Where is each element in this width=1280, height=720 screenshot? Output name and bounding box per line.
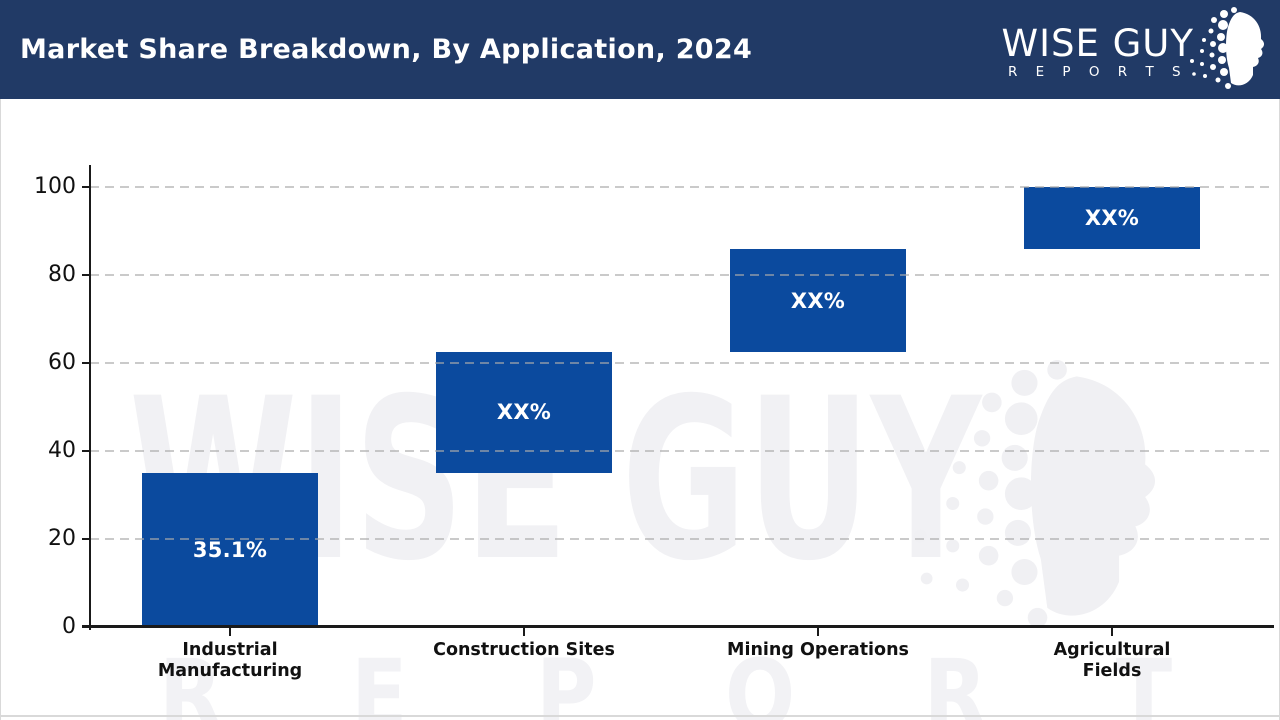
bar-value-label: 35.1% xyxy=(192,537,268,562)
x-category-label-line: Construction Sites xyxy=(433,640,615,660)
x-axis-line xyxy=(82,625,1274,628)
y-tick-label: 60 xyxy=(48,350,76,375)
page-title: Market Share Breakdown, By Application, … xyxy=(20,34,753,65)
watermark-head-icon xyxy=(913,360,1156,628)
logo-subtitle: R E P O R T S xyxy=(1007,63,1188,80)
y-tick-label: 80 xyxy=(48,262,76,287)
gridline-100 xyxy=(90,186,1272,188)
y-tick-label: 20 xyxy=(48,526,76,551)
header: Market Share Breakdown, By Application, … xyxy=(0,0,1280,99)
gridline-20 xyxy=(90,538,1272,540)
y-tick-label: 40 xyxy=(48,438,76,463)
bar-value-label: XX% xyxy=(1084,206,1140,231)
bar-mining-operations: XX% xyxy=(730,249,906,352)
watermark-subtitle: R E P O R T S xyxy=(159,639,1280,720)
x-tick xyxy=(229,628,231,636)
gridline-60 xyxy=(90,362,1272,364)
y-axis-line xyxy=(89,165,91,630)
wiseguy-logo: WISE GUY R E P O R T S xyxy=(1002,6,1272,92)
x-category-label-construction-sites: Construction Sites xyxy=(404,640,644,661)
x-category-label-line: Mining Operations xyxy=(727,640,909,660)
y-tick xyxy=(82,362,90,364)
y-tick xyxy=(82,450,90,452)
x-tick xyxy=(1111,628,1113,636)
bar-value-label: XX% xyxy=(790,288,846,313)
y-tick-label: 0 xyxy=(62,614,76,639)
x-category-label-line: Fields xyxy=(1082,661,1142,681)
bottom-border xyxy=(0,715,1280,717)
x-category-label-mining-operations: Mining Operations xyxy=(698,640,938,661)
y-tick-label: 100 xyxy=(34,174,76,199)
x-category-label-industrial-manufacturing: Industrial Manufacturing xyxy=(110,640,350,682)
x-category-label-line: Agricultural xyxy=(1053,640,1171,660)
bar-construction-sites: XX% xyxy=(436,352,612,473)
x-tick xyxy=(817,628,819,636)
gridline-80 xyxy=(90,274,1272,276)
logo-wordmark: WISE GUY xyxy=(1001,21,1194,65)
gridline-40 xyxy=(90,450,1272,452)
bar-value-label: XX% xyxy=(496,400,552,425)
x-category-label-agricultural-fields: Agricultural Fields xyxy=(992,640,1232,682)
y-tick xyxy=(82,186,90,188)
y-tick xyxy=(82,274,90,276)
y-tick xyxy=(82,538,90,540)
x-tick xyxy=(523,628,525,636)
x-category-label-line: Industrial xyxy=(182,640,278,660)
logo-head-icon xyxy=(1190,7,1265,89)
bar-agricultural-fields: XX% xyxy=(1024,187,1200,250)
bar-industrial-manufacturing: 35.1% xyxy=(142,472,318,627)
x-category-label-line: Manufacturing xyxy=(157,661,303,681)
